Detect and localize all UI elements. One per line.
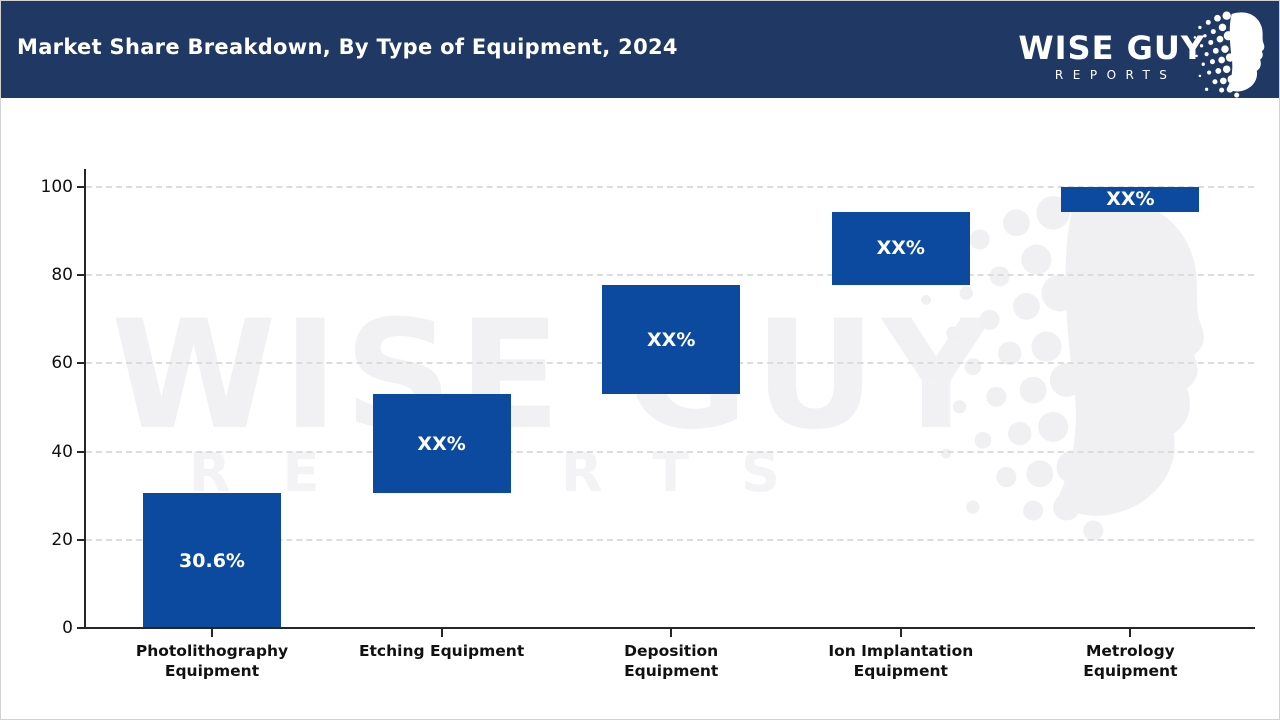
x-category-label-line: Etching Equipment <box>358 642 525 660</box>
bar-5: XX% <box>1061 187 1200 212</box>
y-tick-0 <box>77 627 85 629</box>
y-tick-40 <box>77 450 85 453</box>
header: Market Share Breakdown, By Type of Equip… <box>1 1 1279 98</box>
x-category-label-line: Equipment <box>1083 662 1178 680</box>
x-category-label-line: Equipment <box>624 662 719 680</box>
x-category-label: Photolithography Equipment <box>82 641 342 681</box>
x-tick-2 <box>440 629 443 637</box>
bar-value-label: XX% <box>417 432 466 455</box>
y-tick-label-60: 60 <box>51 353 73 374</box>
y-tick-label-40: 40 <box>51 441 73 462</box>
x-category-label: Ion Implantation Equipment <box>771 641 1031 681</box>
y-tick-label-20: 20 <box>51 529 73 550</box>
x-category-label-line: Ion Implantation <box>828 642 974 660</box>
y-axis <box>84 169 86 629</box>
y-tick-20 <box>77 538 85 541</box>
bar-value-label: XX% <box>1106 188 1155 211</box>
x-category-label-line: Deposition <box>624 642 719 660</box>
x-tick-5 <box>1129 629 1132 637</box>
wise-guy-logo: WISE GUY REPORTS <box>1018 9 1267 101</box>
bar-1: 30.6% <box>143 493 281 628</box>
bar-4: XX% <box>831 211 970 285</box>
x-category-label-line: Photolithography <box>135 642 289 660</box>
bar-value-label: 30.6% <box>179 549 245 572</box>
x-category-label: Etching Equipment <box>312 641 572 661</box>
logo-text: WISE GUY REPORTS <box>1018 29 1205 82</box>
y-tick-100 <box>77 186 85 188</box>
x-category-label: Deposition Equipment <box>541 641 801 681</box>
y-tick-label-100: 100 <box>40 177 73 197</box>
x-category-label: Metrology Equipment <box>1000 641 1260 681</box>
bar-value-label: XX% <box>876 237 925 260</box>
x-tick-1 <box>211 629 213 637</box>
gridline-100 <box>86 186 1254 188</box>
y-tick-60 <box>77 362 85 365</box>
y-tick-80 <box>77 274 85 277</box>
bar-value-label: XX% <box>647 328 696 351</box>
logo-subtitle: REPORTS <box>1054 67 1177 82</box>
x-category-label-line: Equipment <box>164 662 260 680</box>
x-axis <box>84 627 1255 629</box>
x-tick-4 <box>899 629 902 637</box>
y-tick-label-80: 80 <box>51 265 73 286</box>
gridline-20 <box>86 538 1254 541</box>
bar-2: XX% <box>372 394 511 494</box>
gridline-40 <box>86 450 1254 453</box>
logo-wordmark: WISE GUY <box>1018 28 1205 67</box>
y-tick-label-0: 0 <box>62 618 73 638</box>
bar-3: XX% <box>602 284 741 395</box>
gridline-80 <box>86 274 1254 277</box>
x-category-label-line: Equipment <box>853 662 948 680</box>
x-tick-3 <box>670 629 673 637</box>
page-title: Market Share Breakdown, By Type of Equip… <box>17 35 678 59</box>
x-category-label-line: Metrology <box>1085 642 1175 660</box>
